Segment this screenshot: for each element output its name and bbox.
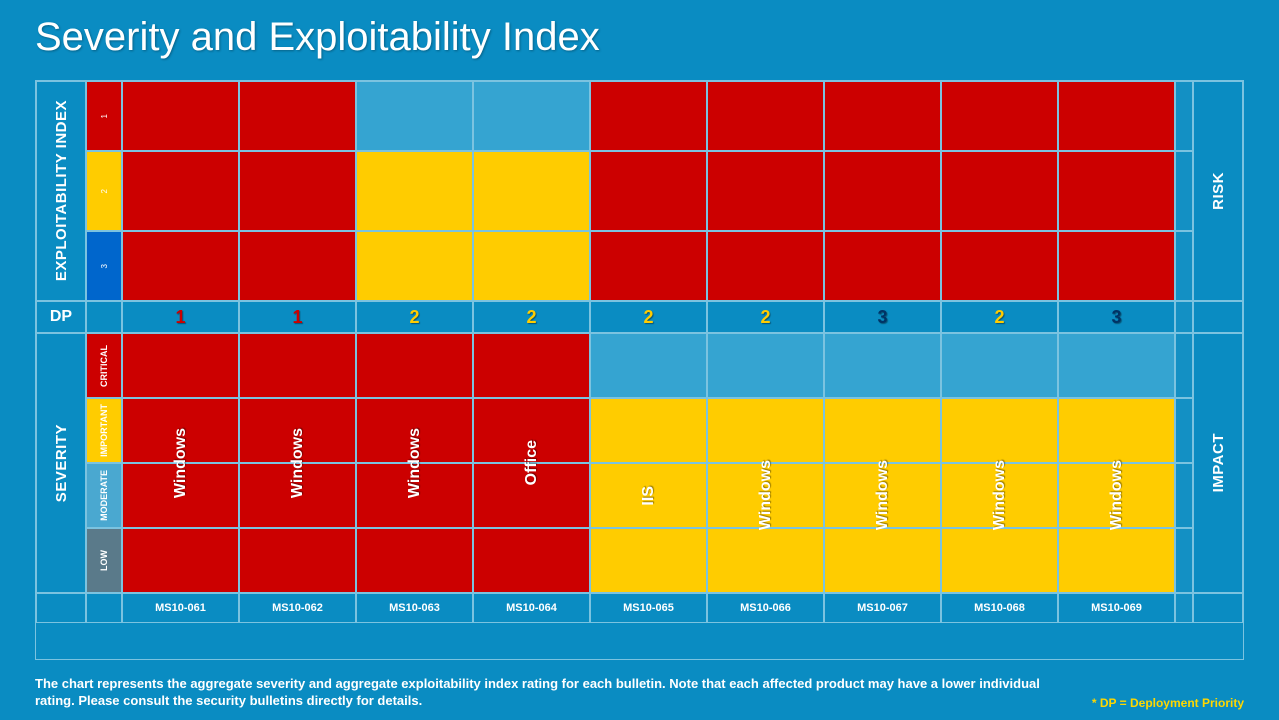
exploit-cell-MS10-068-r2 — [941, 151, 1058, 231]
dp-value-MS10-061: 1 — [122, 301, 239, 333]
bulletin-id-MS10-063: MS10-063 — [356, 593, 473, 623]
exploit-cell-MS10-062-r3 — [239, 231, 356, 301]
exploit-cell-MS10-066-r2 — [707, 151, 824, 231]
sev-cell-MS10-063-r2 — [356, 398, 473, 463]
dp-value-MS10-069: 3 — [1058, 301, 1175, 333]
sev-cell-MS10-067-r1 — [824, 333, 941, 398]
sev-cell-MS10-063-r1 — [356, 333, 473, 398]
sev-cell-MS10-065-r4 — [590, 528, 707, 593]
sev-cell-MS10-068-r3 — [941, 463, 1058, 528]
severity-key-critical: Critical — [86, 333, 122, 398]
axis-exploitability: Exploitability Index — [36, 81, 86, 301]
bulletin-id-MS10-062: MS10-062 — [239, 593, 356, 623]
sev-cell-MS10-067-r2 — [824, 398, 941, 463]
exploit-cell-MS10-062-r1 — [239, 81, 356, 151]
page-title: Severity and Exploitability Index — [0, 0, 1279, 65]
exploit-cell-MS10-065-r1 — [590, 81, 707, 151]
exploit-cell-MS10-067-r3 — [824, 231, 941, 301]
exploit-cell-MS10-069-r3 — [1058, 231, 1175, 301]
chart-container: Exploitability IndexDPSeverity123Critica… — [35, 80, 1244, 660]
sev-cell-MS10-066-r1 — [707, 333, 824, 398]
exploit-cell-MS10-064-r1 — [473, 81, 590, 151]
sev-cell-MS10-061-r1 — [122, 333, 239, 398]
sev-cell-MS10-062-r1 — [239, 333, 356, 398]
exploit-key-3: 3 — [86, 231, 122, 301]
exploit-cell-MS10-066-r3 — [707, 231, 824, 301]
severity-key-moderate: Moderate — [86, 463, 122, 528]
severity-key-important: Important — [86, 398, 122, 463]
sev-cell-MS10-064-r4 — [473, 528, 590, 593]
bulletin-id-MS10-061: MS10-061 — [122, 593, 239, 623]
exploit-cell-MS10-063-r3 — [356, 231, 473, 301]
exploit-cell-MS10-064-r3 — [473, 231, 590, 301]
exploit-cell-MS10-061-r3 — [122, 231, 239, 301]
severity-key-low: Low — [86, 528, 122, 593]
sev-cell-MS10-064-r2 — [473, 398, 590, 463]
sev-cell-MS10-069-r4 — [1058, 528, 1175, 593]
sev-cell-MS10-063-r3 — [356, 463, 473, 528]
exploit-cell-MS10-065-r3 — [590, 231, 707, 301]
bulletin-id-MS10-067: MS10-067 — [824, 593, 941, 623]
dp-footnote: * DP = Deployment Priority — [1092, 696, 1244, 710]
exploit-cell-MS10-069-r2 — [1058, 151, 1175, 231]
sev-cell-MS10-066-r4 — [707, 528, 824, 593]
axis-severity: Severity — [36, 333, 86, 593]
chart-grid: Exploitability IndexDPSeverity123Critica… — [36, 81, 1243, 659]
footnote-text: The chart represents the aggregate sever… — [35, 675, 1079, 710]
bulletin-id-MS10-069: MS10-069 — [1058, 593, 1175, 623]
bulletin-id-MS10-068: MS10-068 — [941, 593, 1058, 623]
sev-cell-MS10-067-r4 — [824, 528, 941, 593]
exploit-cell-MS10-063-r1 — [356, 81, 473, 151]
exploit-cell-MS10-062-r2 — [239, 151, 356, 231]
dp-value-MS10-062: 1 — [239, 301, 356, 333]
sev-cell-MS10-065-r2 — [590, 398, 707, 463]
exploit-cell-MS10-067-r1 — [824, 81, 941, 151]
sev-cell-MS10-064-r3 — [473, 463, 590, 528]
exploit-cell-MS10-066-r1 — [707, 81, 824, 151]
sev-cell-MS10-067-r3 — [824, 463, 941, 528]
sev-cell-MS10-069-r3 — [1058, 463, 1175, 528]
exploit-cell-MS10-067-r2 — [824, 151, 941, 231]
sev-cell-MS10-068-r1 — [941, 333, 1058, 398]
exploit-cell-MS10-061-r1 — [122, 81, 239, 151]
sev-cell-MS10-068-r2 — [941, 398, 1058, 463]
sev-cell-MS10-062-r2 — [239, 398, 356, 463]
sev-cell-MS10-065-r3 — [590, 463, 707, 528]
dp-value-MS10-064: 2 — [473, 301, 590, 333]
dp-value-MS10-063: 2 — [356, 301, 473, 333]
exploit-cell-MS10-068-r3 — [941, 231, 1058, 301]
exploit-cell-MS10-064-r2 — [473, 151, 590, 231]
sev-cell-MS10-061-r2 — [122, 398, 239, 463]
sev-cell-MS10-069-r2 — [1058, 398, 1175, 463]
sev-cell-MS10-063-r4 — [356, 528, 473, 593]
bulletin-id-MS10-064: MS10-064 — [473, 593, 590, 623]
sev-cell-MS10-064-r1 — [473, 333, 590, 398]
exploit-cell-MS10-063-r2 — [356, 151, 473, 231]
exploit-cell-MS10-061-r2 — [122, 151, 239, 231]
axis-dp: DP — [36, 301, 86, 333]
exploit-key-2: 2 — [86, 151, 122, 231]
sev-cell-MS10-066-r2 — [707, 398, 824, 463]
sev-cell-MS10-062-r3 — [239, 463, 356, 528]
bulletin-id-MS10-065: MS10-065 — [590, 593, 707, 623]
sev-cell-MS10-068-r4 — [941, 528, 1058, 593]
bulletin-id-MS10-066: MS10-066 — [707, 593, 824, 623]
dp-value-MS10-065: 2 — [590, 301, 707, 333]
sev-cell-MS10-061-r4 — [122, 528, 239, 593]
sev-cell-MS10-069-r1 — [1058, 333, 1175, 398]
dp-value-MS10-067: 3 — [824, 301, 941, 333]
dp-value-MS10-066: 2 — [707, 301, 824, 333]
exploit-cell-MS10-068-r1 — [941, 81, 1058, 151]
axis-risk: RISK — [1193, 81, 1243, 301]
axis-impact: IMPACT — [1193, 333, 1243, 593]
sev-cell-MS10-065-r1 — [590, 333, 707, 398]
dp-value-MS10-068: 2 — [941, 301, 1058, 333]
sev-cell-MS10-061-r3 — [122, 463, 239, 528]
exploit-cell-MS10-065-r2 — [590, 151, 707, 231]
exploit-cell-MS10-069-r1 — [1058, 81, 1175, 151]
exploit-key-1: 1 — [86, 81, 122, 151]
sev-cell-MS10-066-r3 — [707, 463, 824, 528]
sev-cell-MS10-062-r4 — [239, 528, 356, 593]
